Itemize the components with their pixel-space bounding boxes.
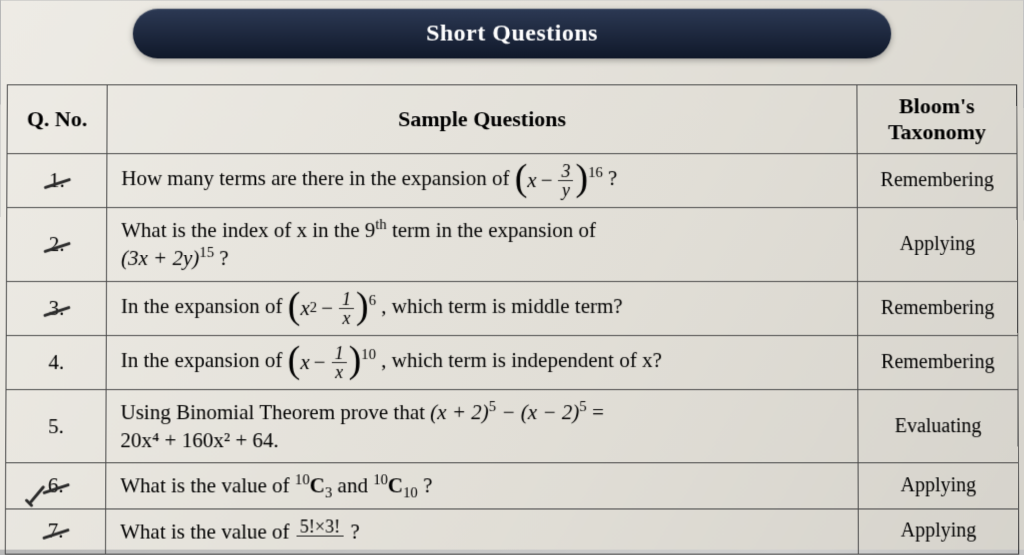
qno-cell: 4.: [6, 335, 106, 389]
table-row: 2. What is the index of x in the 9th ter…: [6, 208, 1017, 282]
table-row-cutoff: 7. What is the value of 5!×3! ? Applying: [5, 509, 1018, 555]
table-row: 5. Using Binomial Theorem prove that (x …: [6, 389, 1019, 463]
qno-text: 3.: [48, 296, 64, 320]
bloom-cell: Remembering: [858, 281, 1018, 335]
qno-text: 1.: [49, 168, 65, 192]
table-row: 6. What is the value of 10C3 and 10C10 ?…: [5, 463, 1018, 509]
qno-cell: 6.: [5, 463, 105, 509]
qno-text: 7.: [48, 519, 64, 543]
questions-table: Q. No. Sample Questions Bloom's Taxonomy…: [5, 84, 1019, 554]
document-page: Short Questions Q. No. Sample Questions …: [0, 1, 1024, 550]
section-header: Short Questions: [133, 9, 892, 59]
bloom-cell: Evaluating: [858, 389, 1018, 463]
q-suffix: ?: [608, 166, 617, 190]
qno-cell: 7.: [5, 509, 105, 555]
qno-text: 5.: [48, 414, 64, 438]
qno-cell: 5.: [6, 389, 106, 463]
col-header-sample: Sample Questions: [107, 85, 857, 154]
table-row: 1. How many terms are there in the expan…: [7, 154, 1017, 208]
col-header-bloom: Bloom's Taxonomy: [857, 85, 1017, 154]
q-prefix: How many terms are there in the expansio…: [121, 166, 514, 190]
qno-cell: 1.: [7, 154, 107, 208]
bloom-label-line1: Bloom's: [871, 93, 1002, 119]
question-cell: How many terms are there in the expansio…: [107, 154, 858, 208]
question-cell: What is the value of 10C3 and 10C10 ?: [106, 463, 859, 509]
table-row: 4. In the expansion of ( x − 1 x ) 10: [6, 335, 1018, 389]
math-expr: ( x2 − 1 x ): [288, 290, 369, 327]
qno-text: 6.: [48, 473, 64, 497]
question-cell: What is the value of 5!×3! ?: [106, 509, 859, 555]
question-cell: Using Binomial Theorem prove that (x + 2…: [106, 389, 858, 463]
bloom-cell: Applying: [858, 463, 1018, 509]
qno-cell: 2.: [6, 208, 106, 282]
bloom-cell: Remembering: [857, 154, 1017, 208]
math-expr: ( x − 1 x ): [288, 344, 362, 381]
bloom-cell: Remembering: [858, 335, 1018, 389]
table-header-row: Q. No. Sample Questions Bloom's Taxonomy: [7, 85, 1017, 154]
bloom-label-line2: Taxonomy: [872, 119, 1003, 145]
bloom-cell: Applying: [857, 208, 1017, 282]
question-cell: What is the index of x in the 9th term i…: [106, 208, 857, 282]
math-expr: ( x − 3 y ): [515, 162, 588, 199]
col-header-qno: Q. No.: [7, 85, 107, 154]
qno-cell: 3.: [6, 281, 106, 335]
question-cell: In the expansion of ( x2 − 1 x ) 6 , whi…: [106, 281, 857, 335]
table-row: 3. In the expansion of ( x2 − 1 x ) 6: [6, 281, 1018, 335]
qno-text: 4.: [48, 350, 64, 374]
qno-text: 2.: [49, 232, 65, 256]
question-cell: In the expansion of ( x − 1 x ) 10 , whi…: [106, 335, 858, 389]
bloom-cell: Applying: [858, 509, 1019, 555]
section-title: Short Questions: [426, 20, 598, 47]
